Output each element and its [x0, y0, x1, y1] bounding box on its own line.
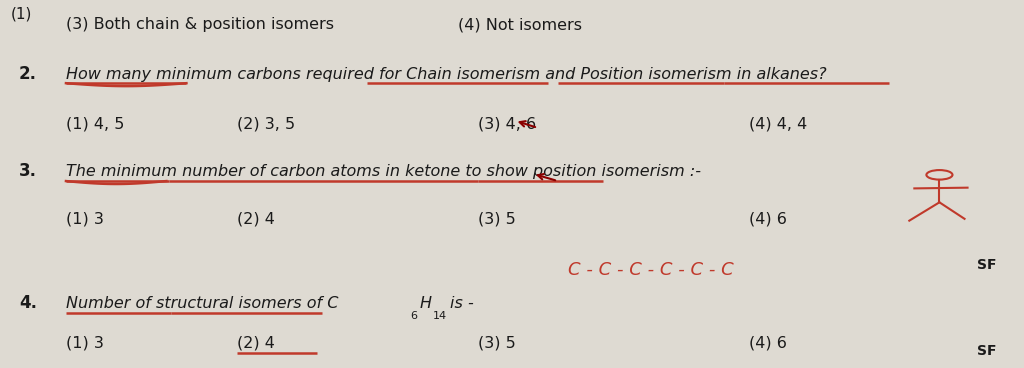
Text: (4) 6: (4) 6 [749, 211, 786, 226]
Text: (1) 4, 5: (1) 4, 5 [66, 116, 124, 131]
Text: C - C - C - C - C - C: C - C - C - C - C - C [568, 261, 734, 279]
Text: SF: SF [977, 258, 996, 272]
Text: (4) 6: (4) 6 [749, 336, 786, 351]
Text: (2) 4: (2) 4 [237, 336, 274, 351]
Text: (1) 3: (1) 3 [66, 211, 103, 226]
Text: (3) Both chain & position isomers: (3) Both chain & position isomers [66, 17, 334, 32]
Text: (1): (1) [10, 6, 32, 21]
Text: (1) 3: (1) 3 [66, 336, 103, 351]
Text: (3) 5: (3) 5 [477, 336, 515, 351]
Text: (3) 4, 6: (3) 4, 6 [477, 116, 536, 131]
Text: (4) 4, 4: (4) 4, 4 [749, 116, 807, 131]
Text: 14: 14 [432, 311, 446, 321]
Text: H: H [420, 296, 431, 311]
Text: 2.: 2. [18, 65, 37, 83]
Text: 6: 6 [411, 311, 418, 321]
Text: SF: SF [977, 344, 996, 358]
Text: (2) 3, 5: (2) 3, 5 [237, 116, 295, 131]
Text: Number of structural isomers of C: Number of structural isomers of C [66, 296, 338, 311]
Text: (4) Not isomers: (4) Not isomers [458, 17, 582, 32]
Text: (2) 4: (2) 4 [237, 211, 274, 226]
Text: 4.: 4. [18, 294, 37, 312]
Text: (3) 5: (3) 5 [477, 211, 515, 226]
Text: How many minimum carbons required for Chain isomerism and Position isomerism in : How many minimum carbons required for Ch… [66, 67, 826, 82]
Text: 3.: 3. [18, 162, 37, 180]
Text: is -: is - [451, 296, 474, 311]
Text: The minimum number of carbon atoms in ketone to show position isomerism :-: The minimum number of carbon atoms in ke… [66, 164, 701, 179]
